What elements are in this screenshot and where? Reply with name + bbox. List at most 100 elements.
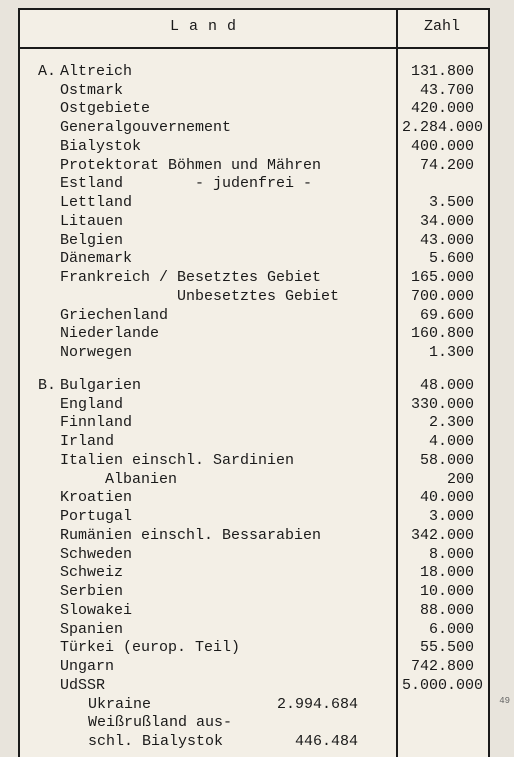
country-name: Türkei (europ. Teil)	[60, 639, 402, 658]
country-name: Protektorat Böhmen und Mähren	[60, 157, 402, 176]
table-row: Slowakei88.000	[20, 602, 488, 621]
country-number: 43.700	[402, 82, 488, 101]
sub-region-number: 446.484	[268, 733, 358, 752]
table-body: A.Altreich131.800Ostmark43.700Ostgebiete…	[20, 49, 488, 757]
table-row: UdSSR5.000.000	[20, 677, 488, 696]
section-a: A.Altreich131.800Ostmark43.700Ostgebiete…	[20, 63, 488, 363]
table-row: Türkei (europ. Teil)55.500	[20, 639, 488, 658]
table-row: Protektorat Böhmen und Mähren74.200	[20, 157, 488, 176]
table-row: Griechenland69.600	[20, 307, 488, 326]
section-tag: B.	[20, 377, 60, 396]
country-number: 400.000	[402, 138, 488, 157]
table-header: Land Zahl	[20, 10, 488, 49]
country-number: 55.500	[402, 639, 488, 658]
country-number: 10.000	[402, 583, 488, 602]
country-number: 3.000	[402, 508, 488, 527]
country-number: 5.600	[402, 250, 488, 269]
country-name: Italien einschl. Sardinien	[60, 452, 402, 471]
country-number: 330.000	[402, 396, 488, 415]
country-name: Schweden	[60, 546, 402, 565]
country-number: 48.000	[402, 377, 488, 396]
country-name: Niederlande	[60, 325, 402, 344]
country-name: Slowakei	[60, 602, 402, 621]
country-number: 160.800	[402, 325, 488, 344]
country-number: 18.000	[402, 564, 488, 583]
country-name: Rumänien einschl. Bessarabien	[60, 527, 402, 546]
country-number: 2.300	[402, 414, 488, 433]
table-frame: Land Zahl A.Altreich131.800Ostmark43.700…	[18, 8, 490, 757]
table-row: Finnland2.300	[20, 414, 488, 433]
sub-region-name: schl. Bialystok446.484	[60, 733, 430, 752]
country-name: Unbesetztes Gebiet	[60, 288, 402, 307]
country-name: Spanien	[60, 621, 402, 640]
header-land: Land	[20, 10, 396, 47]
table-row: Generalgouvernement2.284.000	[20, 119, 488, 138]
country-number: 742.800	[402, 658, 488, 677]
table-row: Kroatien40.000	[20, 489, 488, 508]
country-name: Altreich	[60, 63, 402, 82]
country-name: Lettland	[60, 194, 402, 213]
country-name: Albanien	[60, 471, 402, 490]
table-row: Albanien200	[20, 471, 488, 490]
table-row: England330.000	[20, 396, 488, 415]
country-number: 74.200	[402, 157, 488, 176]
country-number: 1.300	[402, 344, 488, 363]
country-name: Estland - judenfrei -	[60, 175, 402, 194]
country-number: 2.284.000	[402, 119, 497, 138]
table-row: Belgien43.000	[20, 232, 488, 251]
table-row: Niederlande160.800	[20, 325, 488, 344]
header-zahl: Zahl	[396, 10, 488, 47]
table-row: A.Altreich131.800	[20, 63, 488, 82]
table-row: Bialystok400.000	[20, 138, 488, 157]
section-b: B.Bulgarien48.000England330.000Finnland2…	[20, 377, 488, 752]
section-tag: A.	[20, 63, 60, 82]
table-row: Ostgebiete420.000	[20, 100, 488, 119]
table-row: Ungarn742.800	[20, 658, 488, 677]
sub-row: schl. Bialystok446.484	[20, 733, 488, 752]
country-name: Kroatien	[60, 489, 402, 508]
table-row: Schweiz18.000	[20, 564, 488, 583]
table-row: Portugal3.000	[20, 508, 488, 527]
table-row: Unbesetztes Gebiet700.000	[20, 288, 488, 307]
table-row: Ostmark43.700	[20, 82, 488, 101]
table-row: Serbien10.000	[20, 583, 488, 602]
country-name: Generalgouvernement	[60, 119, 402, 138]
table-row: Irland4.000	[20, 433, 488, 452]
country-number: 34.000	[402, 213, 488, 232]
country-number: 700.000	[402, 288, 488, 307]
sub-region-number: 2.994.684	[268, 696, 358, 715]
country-name: Ostmark	[60, 82, 402, 101]
table-row: Estland - judenfrei -	[20, 175, 488, 194]
table-row: Rumänien einschl. Bessarabien342.000	[20, 527, 488, 546]
section-gap	[20, 363, 488, 377]
country-number: 342.000	[402, 527, 488, 546]
table-row: B.Bulgarien48.000	[20, 377, 488, 396]
country-name: Belgien	[60, 232, 402, 251]
country-name: Griechenland	[60, 307, 402, 326]
country-number: 131.800	[402, 63, 488, 82]
country-name: Finnland	[60, 414, 402, 433]
country-name: UdSSR	[60, 677, 402, 696]
country-number: 5.000.000	[402, 677, 497, 696]
country-name: Ungarn	[60, 658, 402, 677]
sub-region-name: Ukraine2.994.684	[60, 696, 430, 715]
country-number: 420.000	[402, 100, 488, 119]
country-number: 43.000	[402, 232, 488, 251]
country-name: Schweiz	[60, 564, 402, 583]
country-name: Bialystok	[60, 138, 402, 157]
country-name: Litauen	[60, 213, 402, 232]
country-name: Portugal	[60, 508, 402, 527]
table-row: Frankreich / Besetztes Gebiet165.000	[20, 269, 488, 288]
sub-region-name: Weißrußland aus-	[60, 714, 430, 733]
document-page: Land Zahl A.Altreich131.800Ostmark43.700…	[0, 8, 514, 757]
country-number: 58.000	[402, 452, 488, 471]
table-row: Italien einschl. Sardinien58.000	[20, 452, 488, 471]
country-number: 4.000	[402, 433, 488, 452]
table-row: Schweden8.000	[20, 546, 488, 565]
table-row: Spanien6.000	[20, 621, 488, 640]
country-number: 200	[402, 471, 488, 490]
country-name: Serbien	[60, 583, 402, 602]
country-number: 8.000	[402, 546, 488, 565]
country-number: 165.000	[402, 269, 488, 288]
sub-row: Weißrußland aus-	[20, 714, 488, 733]
